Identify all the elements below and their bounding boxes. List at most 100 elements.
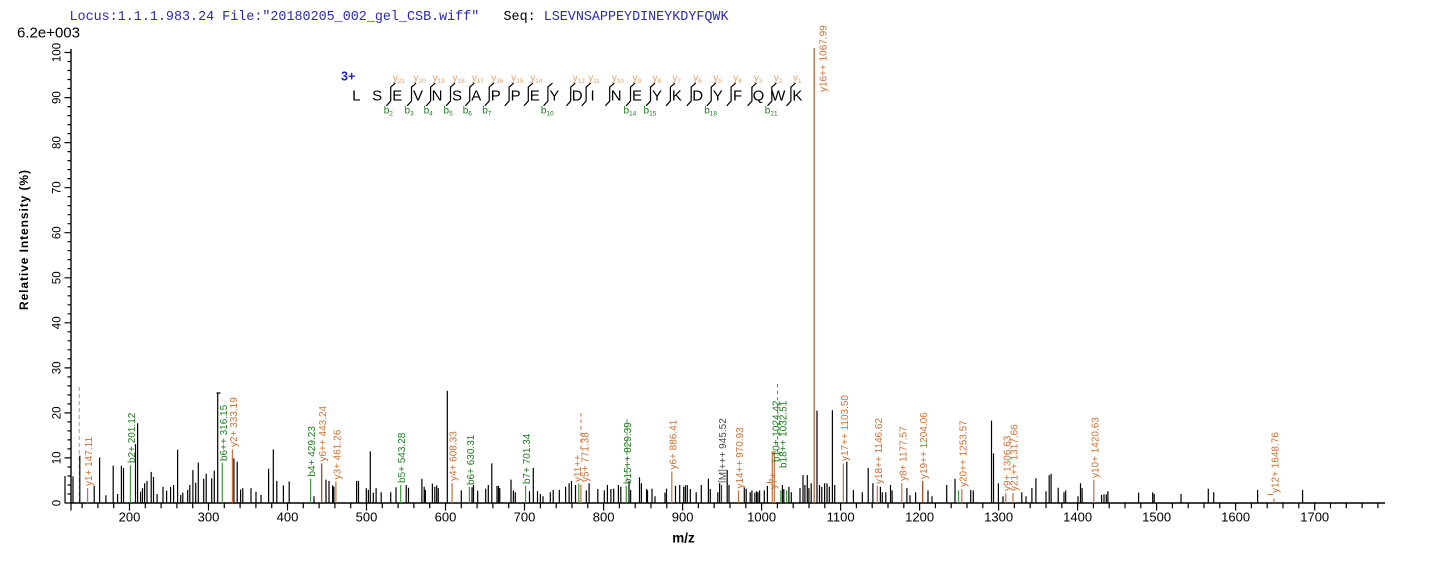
svg-text:y19++ 1204.06: y19++ 1204.06 [919,412,930,479]
svg-text:100: 100 [52,43,64,62]
svg-text:m/z: m/z [672,531,695,546]
svg-text:b7: b7 [482,106,492,118]
svg-text:D: D [572,88,583,105]
svg-text:b10+ 1024.42: b10+ 1024.42 [772,400,783,462]
svg-text:N: N [611,88,622,105]
svg-text:y20++ 1253.57: y20++ 1253.57 [958,420,969,487]
svg-text:200: 200 [119,510,141,525]
svg-text:40: 40 [52,316,64,329]
svg-text:b3: b3 [405,106,415,118]
svg-text:y3: y3 [754,73,763,85]
svg-text:y1: y1 [793,73,802,85]
svg-text:b5+ 543.28: b5+ 543.28 [397,432,408,483]
svg-text:b15++ 829.39: b15++ 829.39 [623,422,634,484]
svg-text:A: A [471,88,481,105]
svg-text:Locus:1.1.1.983.24 File:"20180: Locus:1.1.1.983.24 File:"20180205_002_ge… [70,10,480,25]
svg-text:P: P [511,88,521,105]
svg-text:y9+ 1306.63: y9+ 1306.63 [1002,435,1013,491]
svg-text:N: N [432,88,443,105]
svg-text:700: 700 [514,510,536,525]
svg-text:E: E [632,88,642,105]
svg-text:y18++ 1146.62: y18++ 1146.62 [874,418,885,484]
svg-text:y4+ 608.33: y4+ 608.33 [449,431,460,481]
svg-text:b4+ 429.23: b4+ 429.23 [307,426,318,477]
svg-text:b6+ 630.31: b6+ 630.31 [466,434,477,485]
svg-text:y8+ 1177.57: y8+ 1177.57 [898,426,909,481]
svg-text:900: 900 [672,510,694,525]
svg-text:1300: 1300 [984,510,1013,525]
svg-text:S: S [372,88,382,105]
svg-text:y11++: y11++ [573,455,584,482]
svg-text:y5+ 771.38: y5+ 771.38 [581,432,592,482]
svg-text:70: 70 [52,181,64,194]
svg-text:1700: 1700 [1300,510,1329,525]
svg-text:y4: y4 [733,73,742,85]
svg-text:y17++ 1103.50: y17++ 1103.50 [840,395,851,461]
svg-text:y1+ 147.11: y1+ 147.11 [84,437,95,486]
svg-text:y6+ 886.41: y6+ 886.41 [668,419,679,469]
svg-text:500: 500 [356,510,378,525]
svg-text:y12+ 1648.76: y12+ 1648.76 [1271,432,1282,493]
svg-text:Y: Y [549,88,559,105]
svg-text:P: P [491,88,501,105]
svg-text:b2+ 201.12: b2+ 201.12 [127,412,138,463]
svg-text:90: 90 [52,91,64,104]
svg-text:K: K [672,88,682,105]
svg-text:y14++ 970.93: y14++ 970.93 [735,427,746,489]
svg-text:80: 80 [52,136,64,149]
svg-text:D: D [692,88,703,105]
svg-text:b5: b5 [444,106,454,118]
svg-text:10: 10 [52,452,64,465]
svg-text:20: 20 [52,407,64,420]
svg-text:K: K [792,88,802,105]
svg-text:Y: Y [713,88,723,105]
svg-text:y7: y7 [672,73,681,85]
svg-text:y10+ 1420.63: y10+ 1420.63 [1090,417,1101,478]
svg-text:50: 50 [52,271,64,284]
svg-text:1100: 1100 [827,510,855,525]
svg-text:y2+ 333.19: y2+ 333.19 [229,397,240,447]
svg-text:E: E [530,88,540,105]
svg-text:b18++ 1032.51: b18++ 1032.51 [778,400,789,468]
svg-text:[M]+++ 945.52: [M]+++ 945.52 [718,418,729,483]
svg-text:1000: 1000 [747,510,776,525]
svg-text:V: V [413,88,423,105]
svg-text:y5: y5 [713,73,722,85]
svg-text:0: 0 [52,500,64,506]
svg-text:800: 800 [593,510,615,525]
svg-text:y3+ 461.26: y3+ 461.26 [332,429,343,479]
svg-text:b4: b4 [424,106,434,118]
svg-text:Y: Y [652,88,662,105]
svg-text:1400: 1400 [1063,510,1092,525]
svg-text:y7+: y7+ [769,472,780,489]
svg-text:1600: 1600 [1221,510,1250,525]
svg-text:600: 600 [435,510,457,525]
svg-text:y8: y8 [653,73,662,85]
svg-text:b7+ 701.34: b7+ 701.34 [522,433,533,484]
svg-text:b6: b6 [463,106,473,118]
svg-text:y16++ 1067.99: y16++ 1067.99 [819,25,830,92]
svg-text:I: I [591,88,595,105]
svg-text:Relative Intensity (%): Relative Intensity (%) [17,170,31,310]
svg-text:E: E [392,88,402,105]
svg-text:60: 60 [52,226,64,239]
svg-text:1200: 1200 [905,510,934,525]
svg-text:Seq: LSEVNSAPPEYDINEYKDYFQWK: Seq: LSEVNSAPPEYDINEYKDYFQWK [504,10,730,25]
svg-text:1500: 1500 [1142,510,1171,525]
svg-text:F: F [733,88,742,105]
svg-text:300: 300 [198,510,220,525]
svg-text:y21++ 1317.66: y21++ 1317.66 [1010,424,1021,491]
svg-text:S: S [452,88,462,105]
svg-text:30: 30 [52,362,64,375]
svg-text:b6++ 316.15: b6++ 316.15 [219,404,230,461]
svg-text:y6++ 443.24: y6++ 443.24 [318,405,329,461]
svg-text:y9: y9 [633,73,642,85]
svg-text:y6: y6 [693,73,702,85]
svg-text:400: 400 [277,510,299,525]
svg-text:y2: y2 [774,73,783,85]
svg-text:b2: b2 [384,106,394,118]
svg-text:W: W [771,88,786,105]
svg-text:Q: Q [753,88,765,105]
svg-text:L: L [352,88,360,105]
svg-text:6.2e+003: 6.2e+003 [17,25,80,42]
